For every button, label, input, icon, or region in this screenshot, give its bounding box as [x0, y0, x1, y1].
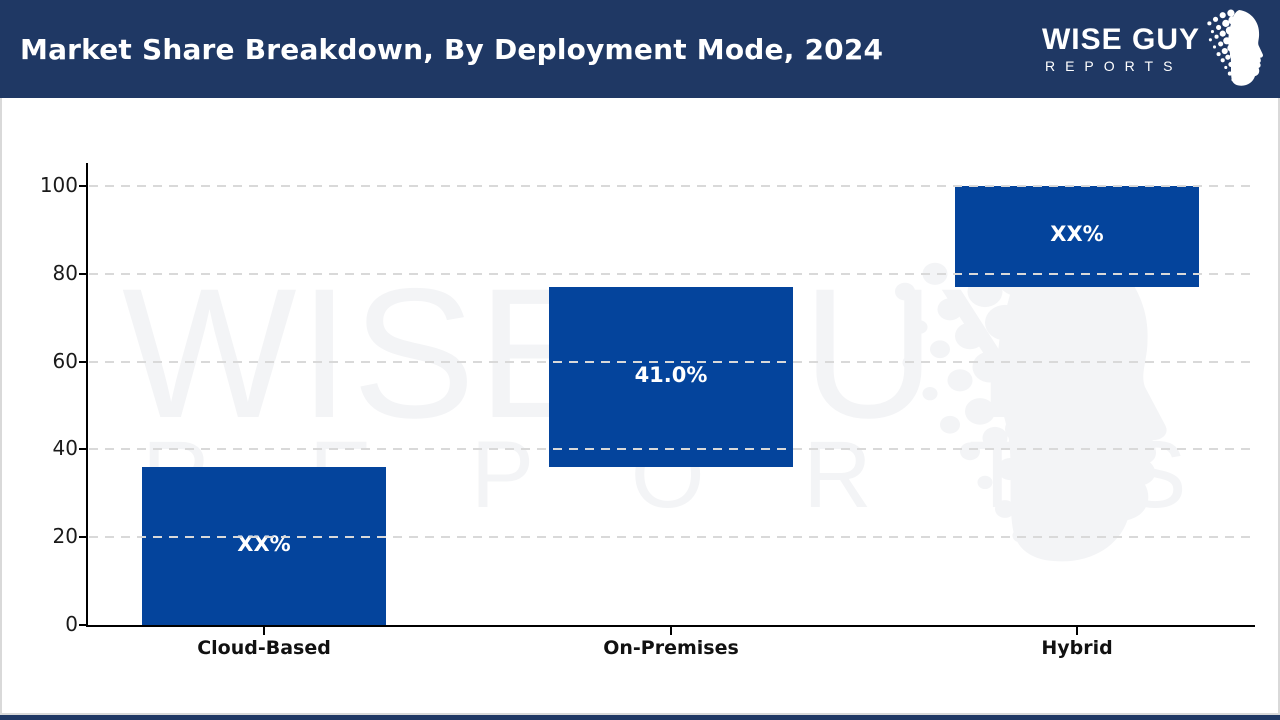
- header-bar: Market Share Breakdown, By Deployment Mo…: [0, 0, 1280, 98]
- page-title: Market Share Breakdown, By Deployment Mo…: [20, 32, 884, 66]
- gridline-y40: [89, 448, 1255, 451]
- x-axis-label: Cloud-Based: [197, 637, 331, 659]
- y-axis-spine: [86, 163, 88, 627]
- logo-text: WISE GUY REPORTS: [1041, 23, 1200, 75]
- x-tick-mark: [670, 627, 672, 635]
- y-tick-mark: [79, 272, 87, 275]
- bar-on-premises: [549, 286, 793, 467]
- y-tick-label: 80: [52, 260, 78, 285]
- gridline-y20: [89, 536, 1255, 539]
- x-axis-spine: [86, 625, 1255, 627]
- wise-guy-reports-logo: WISE GUY REPORTS: [1042, 8, 1266, 90]
- y-tick-mark: [79, 360, 87, 363]
- bar-cloud-based: [142, 466, 386, 625]
- y-tick-label: 0: [65, 612, 78, 636]
- logo-wordmark: WISE GUY: [1041, 23, 1200, 56]
- x-tick-mark: [1076, 627, 1078, 635]
- y-tick-label: 20: [52, 524, 78, 549]
- y-tick-label: 60: [52, 348, 78, 373]
- bar-value-label: 41.0%: [634, 362, 708, 387]
- logo-subtitle: REPORTS: [1044, 58, 1183, 74]
- y-tick-mark: [79, 448, 87, 451]
- dotted-face-icon: [1207, 9, 1264, 86]
- y-tick-mark: [79, 536, 87, 539]
- gridline-y60: [89, 360, 1255, 363]
- x-tick-mark: [263, 627, 265, 635]
- x-axis-label: On-Premises: [603, 637, 739, 659]
- y-tick-label: 100: [39, 173, 78, 197]
- gridline-y80: [89, 272, 1255, 275]
- gridline-y100: [89, 185, 1255, 187]
- y-tick-label: 40: [52, 436, 78, 461]
- bar-value-label: XX%: [237, 531, 291, 556]
- x-axis-label: Hybrid: [1041, 637, 1113, 659]
- y-tick-mark: [79, 624, 87, 626]
- y-tick-mark: [79, 185, 87, 187]
- footer-bar: [0, 715, 1280, 720]
